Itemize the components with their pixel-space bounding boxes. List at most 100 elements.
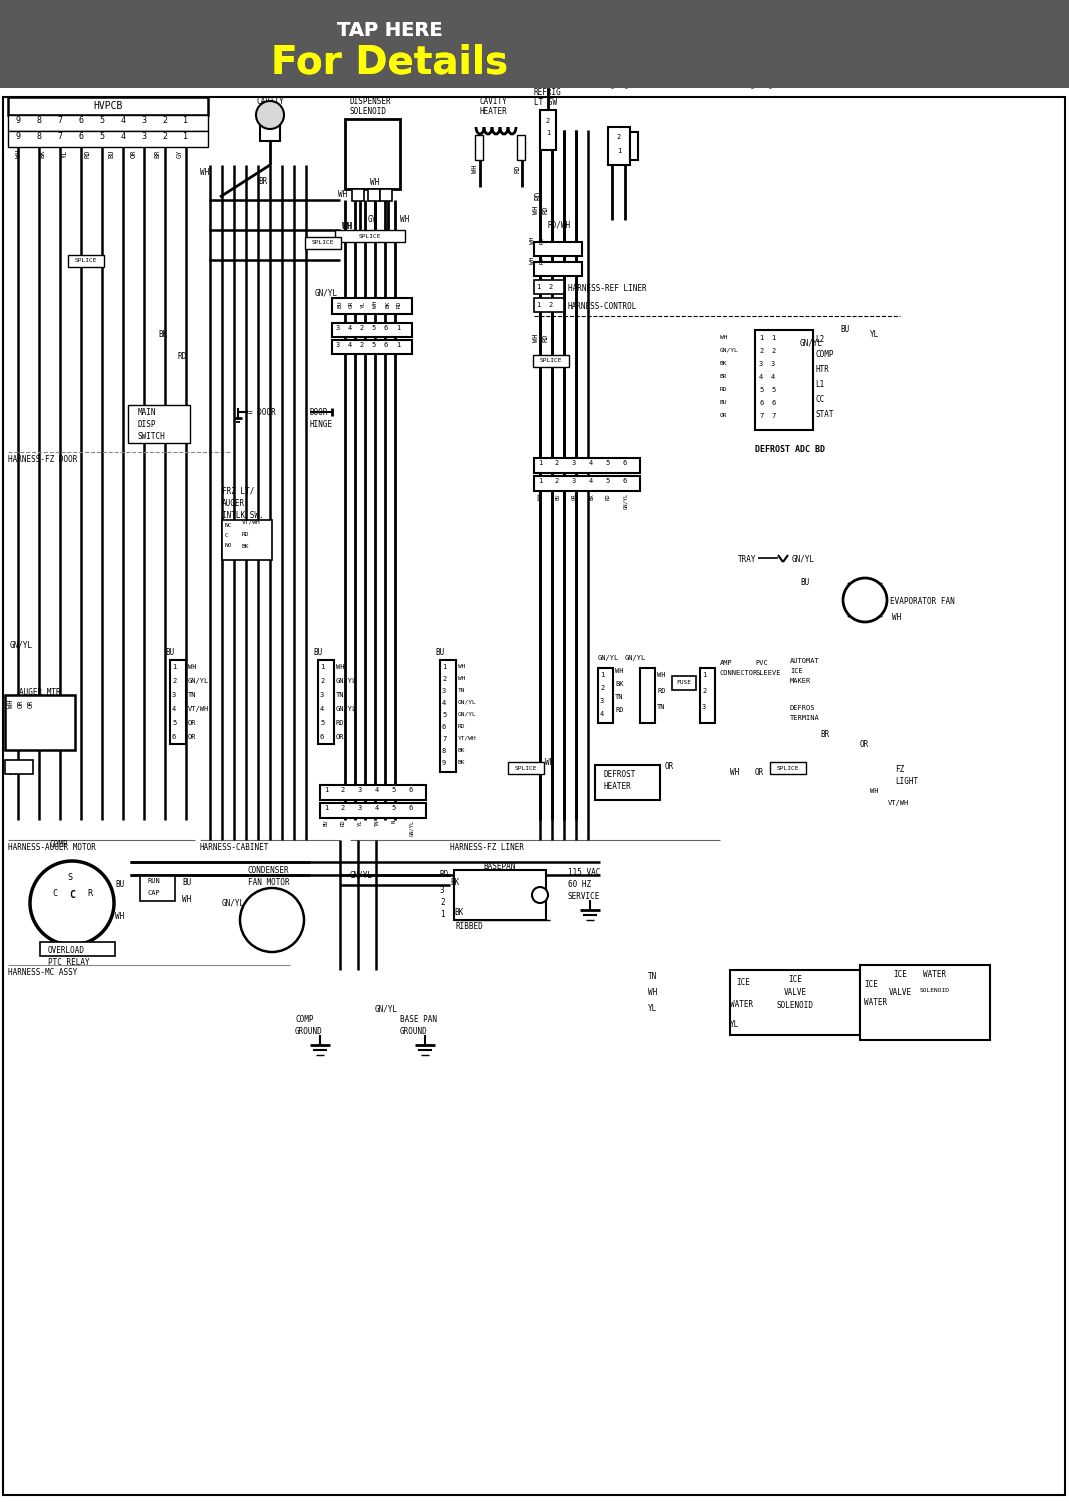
Text: BR: BR [721,374,728,379]
Text: 2: 2 [162,116,168,125]
Text: 4: 4 [375,805,379,811]
Bar [534,242,582,255]
Text: 6: 6 [78,132,83,141]
Text: BK: BK [242,544,249,550]
Text: GN/YL: GN/YL [336,706,357,712]
Circle shape [609,6,629,26]
Text: 2: 2 [555,478,559,484]
Text: GN/YL: GN/YL [623,493,628,509]
Text: VT/WH: VT/WH [242,520,261,526]
Text: OR: OR [18,700,24,709]
Text: MAIN: MAIN [138,409,156,418]
Text: 4: 4 [589,478,593,484]
Text: CAVITY: CAVITY [257,98,284,107]
Text: GN/YL: GN/YL [10,640,33,649]
Bar [533,354,569,366]
Text: 5: 5 [606,478,610,484]
Text: WATER: WATER [864,997,887,1006]
Text: BK: BK [458,748,465,753]
Text: 4: 4 [600,710,604,716]
Bar [7,116,208,131]
Text: SPLICE: SPLICE [359,233,382,239]
Text: HARNESS-CABINET: HARNESS-CABINET [200,843,269,852]
Text: WATER: WATER [924,970,946,979]
Text: C: C [52,889,58,898]
Text: OR: OR [336,734,344,740]
Text: CONNECTOR: CONNECTOR [721,670,758,676]
Text: RIBBED: RIBBED [455,922,483,931]
Text: 9: 9 [15,116,20,125]
Text: 8: 8 [36,132,42,141]
Text: CAVITY: CAVITY [480,98,508,107]
Text: 1: 1 [184,116,188,125]
Text: 3: 3 [440,886,445,895]
Text: SPLICE: SPLICE [777,766,800,771]
Text: BK: BK [38,150,45,159]
Text: RD: RD [534,191,544,200]
Text: RD/WH: RD/WH [617,50,623,71]
Text: SPLICE: SPLICE [312,240,335,245]
Text: OR: OR [28,700,34,709]
Text: WH: WH [530,236,534,243]
Bar [730,970,859,1035]
Text: RD: RD [721,388,728,392]
Bar [598,668,613,722]
Text: GN/YL: GN/YL [721,348,739,353]
Bar [5,760,33,774]
Text: TAP HERE: TAP HERE [337,21,443,39]
Text: SPLICE: SPLICE [515,766,538,771]
Text: 5: 5 [372,324,376,330]
Text: WH: WH [533,333,539,342]
Text: 6: 6 [408,805,413,811]
Bar [534,297,564,312]
Text: PVC: PVC [755,659,768,665]
Text: RD: RD [657,688,666,694]
Text: BU: BU [108,150,114,159]
Text: 4: 4 [771,374,775,380]
Text: 1: 1 [617,149,621,155]
Text: ICE: ICE [893,970,907,979]
Text: TN: TN [336,692,344,698]
Text: 2: 2 [341,805,345,811]
Text: BR: BR [154,150,160,159]
Text: GN/YL: GN/YL [792,556,816,563]
Text: GN/YL: GN/YL [458,700,477,704]
Text: 2: 2 [546,119,551,125]
Text: 3: 3 [336,324,340,330]
Text: 7: 7 [759,413,763,419]
Text: HARNESS-FZ LINER: HARNESS-FZ LINER [450,843,524,852]
Text: COMP: COMP [295,1015,313,1024]
Text: WH: WH [545,759,554,768]
Text: GN/YL: GN/YL [409,820,414,837]
Text: AUTOMAT: AUTOMAT [790,658,820,664]
Text: CAP: CAP [7,768,21,777]
Text: WH: WH [730,768,740,777]
Text: WH: WH [188,664,197,670]
Text: HARNESS-CONTROL: HARNESS-CONTROL [568,302,637,311]
Text: 3: 3 [572,478,576,484]
Text: N: N [392,820,397,823]
Text: OR: OR [755,768,764,777]
Text: RD: RD [543,333,549,342]
Bar [700,668,715,722]
Text: 2: 2 [172,677,176,683]
Text: 5: 5 [441,712,446,718]
Text: AUGER: AUGER [222,499,245,508]
Text: 4: 4 [121,116,125,125]
Text: 1: 1 [320,664,324,670]
Text: BU: BU [324,820,329,826]
Text: WH: WH [892,613,901,622]
Bar [755,330,814,430]
Text: BK: BK [385,300,390,308]
Text: 2: 2 [771,348,775,354]
Text: TAP HERE: TAP HERE [337,21,443,39]
Text: 1: 1 [441,664,446,670]
Text: 1: 1 [600,671,604,677]
Bar [222,520,272,560]
Text: DEFROST: DEFROST [604,771,636,780]
Text: FZ: FZ [895,765,904,774]
Text: 3: 3 [336,342,340,348]
Text: SPLICE: SPLICE [75,258,97,263]
Text: MAKER: MAKER [790,677,811,683]
Bar [320,786,427,801]
